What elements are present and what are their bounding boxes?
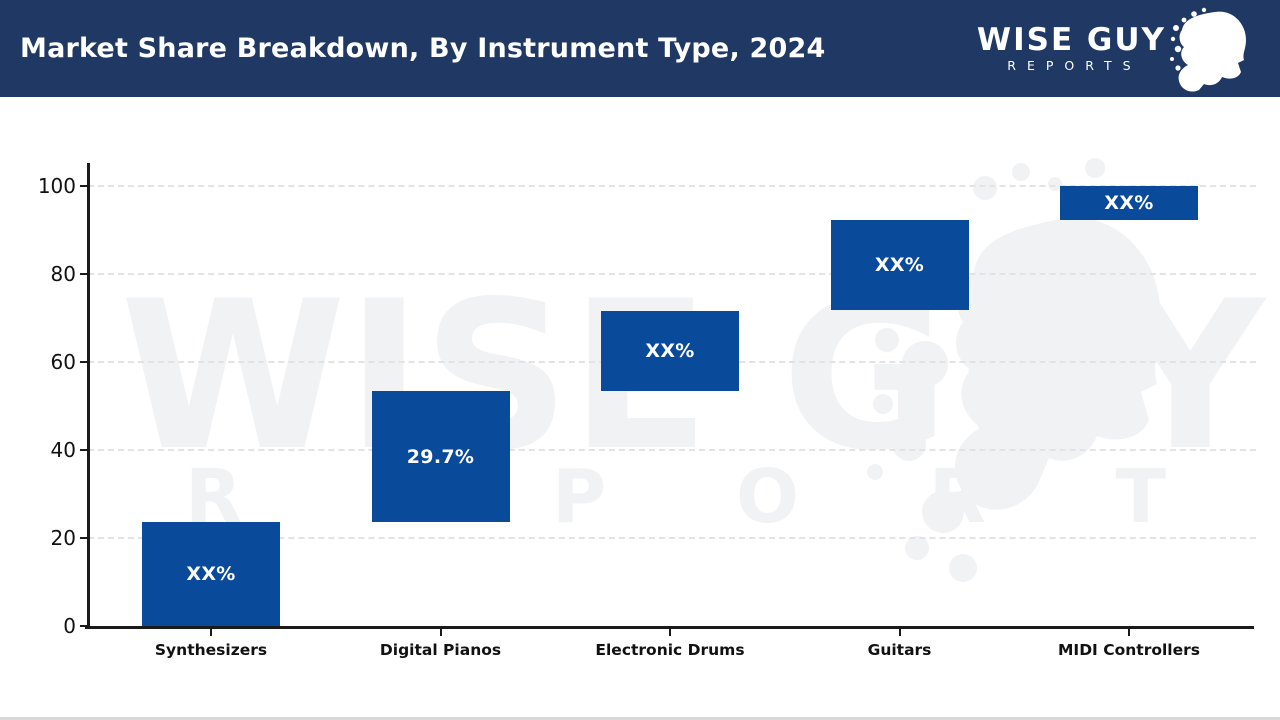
logo-reports-text: REPORTS bbox=[1007, 57, 1142, 73]
y-tick-40 bbox=[80, 449, 88, 451]
y-tick-80 bbox=[80, 273, 88, 275]
x-tick-2 bbox=[439, 628, 442, 636]
y-axis-tick-label: 20 bbox=[50, 526, 76, 550]
bar-value-label: XX% bbox=[1104, 191, 1154, 214]
bar-midi-controllers: XX% bbox=[1060, 186, 1198, 220]
x-axis-category-label: MIDI Controllers bbox=[1058, 641, 1200, 659]
dotted-face-profile-icon bbox=[1170, 7, 1246, 92]
logo-text: WISE GUY REPORTS bbox=[976, 21, 1166, 73]
wise-guy-reports-logo: WISE GUY REPORTS bbox=[977, 6, 1254, 92]
y-axis-tick-label: 40 bbox=[50, 438, 76, 462]
header-bar: Market Share Breakdown, By Instrument Ty… bbox=[0, 0, 1280, 97]
x-axis-category-label: Guitars bbox=[867, 641, 932, 659]
y-tick-60 bbox=[80, 361, 88, 363]
y-axis-tick-label: 0 bbox=[63, 614, 76, 638]
bar-value-label: 29.7% bbox=[406, 445, 475, 468]
bar-synthesizers: XX% bbox=[142, 522, 280, 626]
x-tick-4 bbox=[898, 628, 901, 636]
y-tick-20 bbox=[80, 537, 88, 539]
gridline-80 bbox=[88, 273, 1256, 275]
x-axis-line bbox=[85, 626, 1254, 629]
bar-electronic-drums: XX% bbox=[601, 311, 739, 391]
y-axis-tick-label: 60 bbox=[50, 350, 76, 374]
y-axis-tick-label: 100 bbox=[37, 174, 76, 198]
x-axis-category-label: Electronic Drums bbox=[595, 641, 745, 659]
watermark-reports-text: R E P O R T S bbox=[185, 454, 1280, 540]
x-axis-category-label: Digital Pianos bbox=[379, 641, 502, 659]
x-tick-1 bbox=[210, 628, 212, 636]
y-tick-100 bbox=[80, 185, 88, 187]
gridline-100 bbox=[88, 185, 1256, 187]
x-tick-3 bbox=[669, 628, 671, 636]
chart-plot-area: WISE GUY R E P O R T S bbox=[0, 97, 1280, 717]
gridline-40 bbox=[88, 449, 1256, 451]
gridline-20 bbox=[88, 537, 1256, 539]
y-tick-0 bbox=[80, 625, 88, 627]
bar-digital-pianos: 29.7% bbox=[371, 391, 510, 523]
x-axis-category-label: Synthesizers bbox=[154, 641, 268, 659]
bar-value-label: XX% bbox=[186, 563, 236, 586]
y-axis-line bbox=[87, 163, 90, 628]
x-tick-5 bbox=[1128, 628, 1130, 636]
bar-value-label: XX% bbox=[874, 253, 925, 276]
bar-value-label: XX% bbox=[645, 339, 695, 362]
y-axis-tick-label: 80 bbox=[50, 262, 76, 286]
chart-title: Market Share Breakdown, By Instrument Ty… bbox=[20, 33, 826, 64]
logo-wise-guy-text: WISE GUY bbox=[976, 21, 1166, 58]
bar-guitars: XX% bbox=[830, 219, 969, 310]
